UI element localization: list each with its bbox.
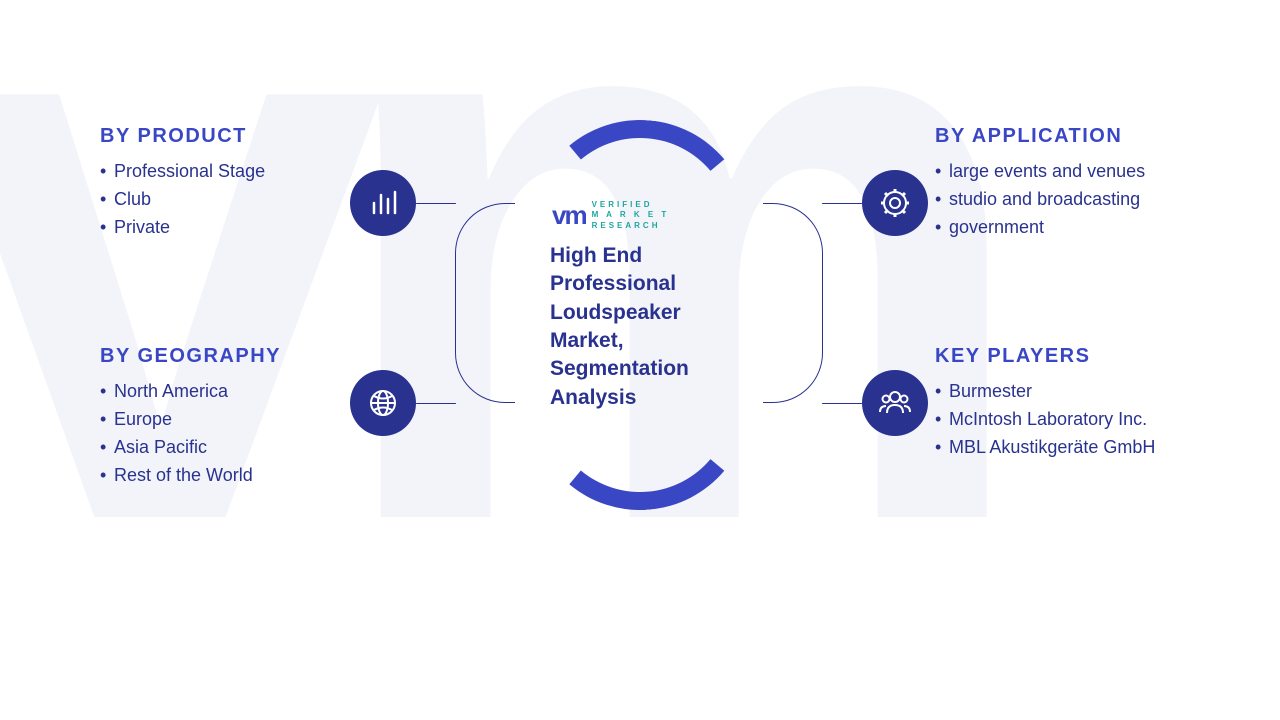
connector [822,203,862,204]
list-item: Rest of the World [100,462,320,490]
segment-application: BY APPLICATION large events and venues s… [935,125,1170,242]
list-item: MBL Akustikgeräte GmbH [935,434,1170,462]
center-title: High End Professional Loudspeaker Market… [550,242,735,412]
list-item: studio and broadcasting [935,186,1170,214]
product-heading: BY PRODUCT [100,125,360,148]
gear-icon [862,170,928,236]
globe-icon [350,370,416,436]
list-item: Europe [100,406,320,434]
application-heading: BY APPLICATION [935,125,1170,148]
list-item: Professional Stage [100,158,360,186]
geography-list: North America Europe Asia Pacific Rest o… [100,378,320,490]
product-list: Professional Stage Club Private [100,158,360,242]
people-icon [862,370,928,436]
connector [822,403,862,404]
logo-text: VERIFIED M A R K E T RESEARCH [592,200,670,231]
list-item: McIntosh Laboratory Inc. [935,406,1170,434]
geography-heading: BY GEOGRAPHY [100,345,320,368]
connector [416,403,456,404]
list-item: Private [100,214,360,242]
keyplayers-heading: KEY PLAYERS [935,345,1170,368]
list-item: North America [100,378,320,406]
segment-product: BY PRODUCT Professional Stage Club Priva… [100,125,360,242]
center-hub: vm VERIFIED M A R K E T RESEARCH High En… [490,150,790,490]
segment-keyplayers: KEY PLAYERS Burmester McIntosh Laborator… [935,345,1170,462]
segment-geography: BY GEOGRAPHY North America Europe Asia P… [100,345,320,490]
logo-mark: vm [552,200,586,231]
keyplayers-list: Burmester McIntosh Laboratory Inc. MBL A… [935,378,1170,462]
list-item: Asia Pacific [100,434,320,462]
list-item: Burmester [935,378,1170,406]
list-item: Club [100,186,360,214]
application-list: large events and venues studio and broad… [935,158,1170,242]
vmr-logo: vm VERIFIED M A R K E T RESEARCH [552,200,669,231]
connector [416,203,456,204]
infographic-container: BY PRODUCT Professional Stage Club Priva… [0,0,1280,720]
list-item: government [935,214,1170,242]
list-item: large events and venues [935,158,1170,186]
bar-chart-icon [350,170,416,236]
